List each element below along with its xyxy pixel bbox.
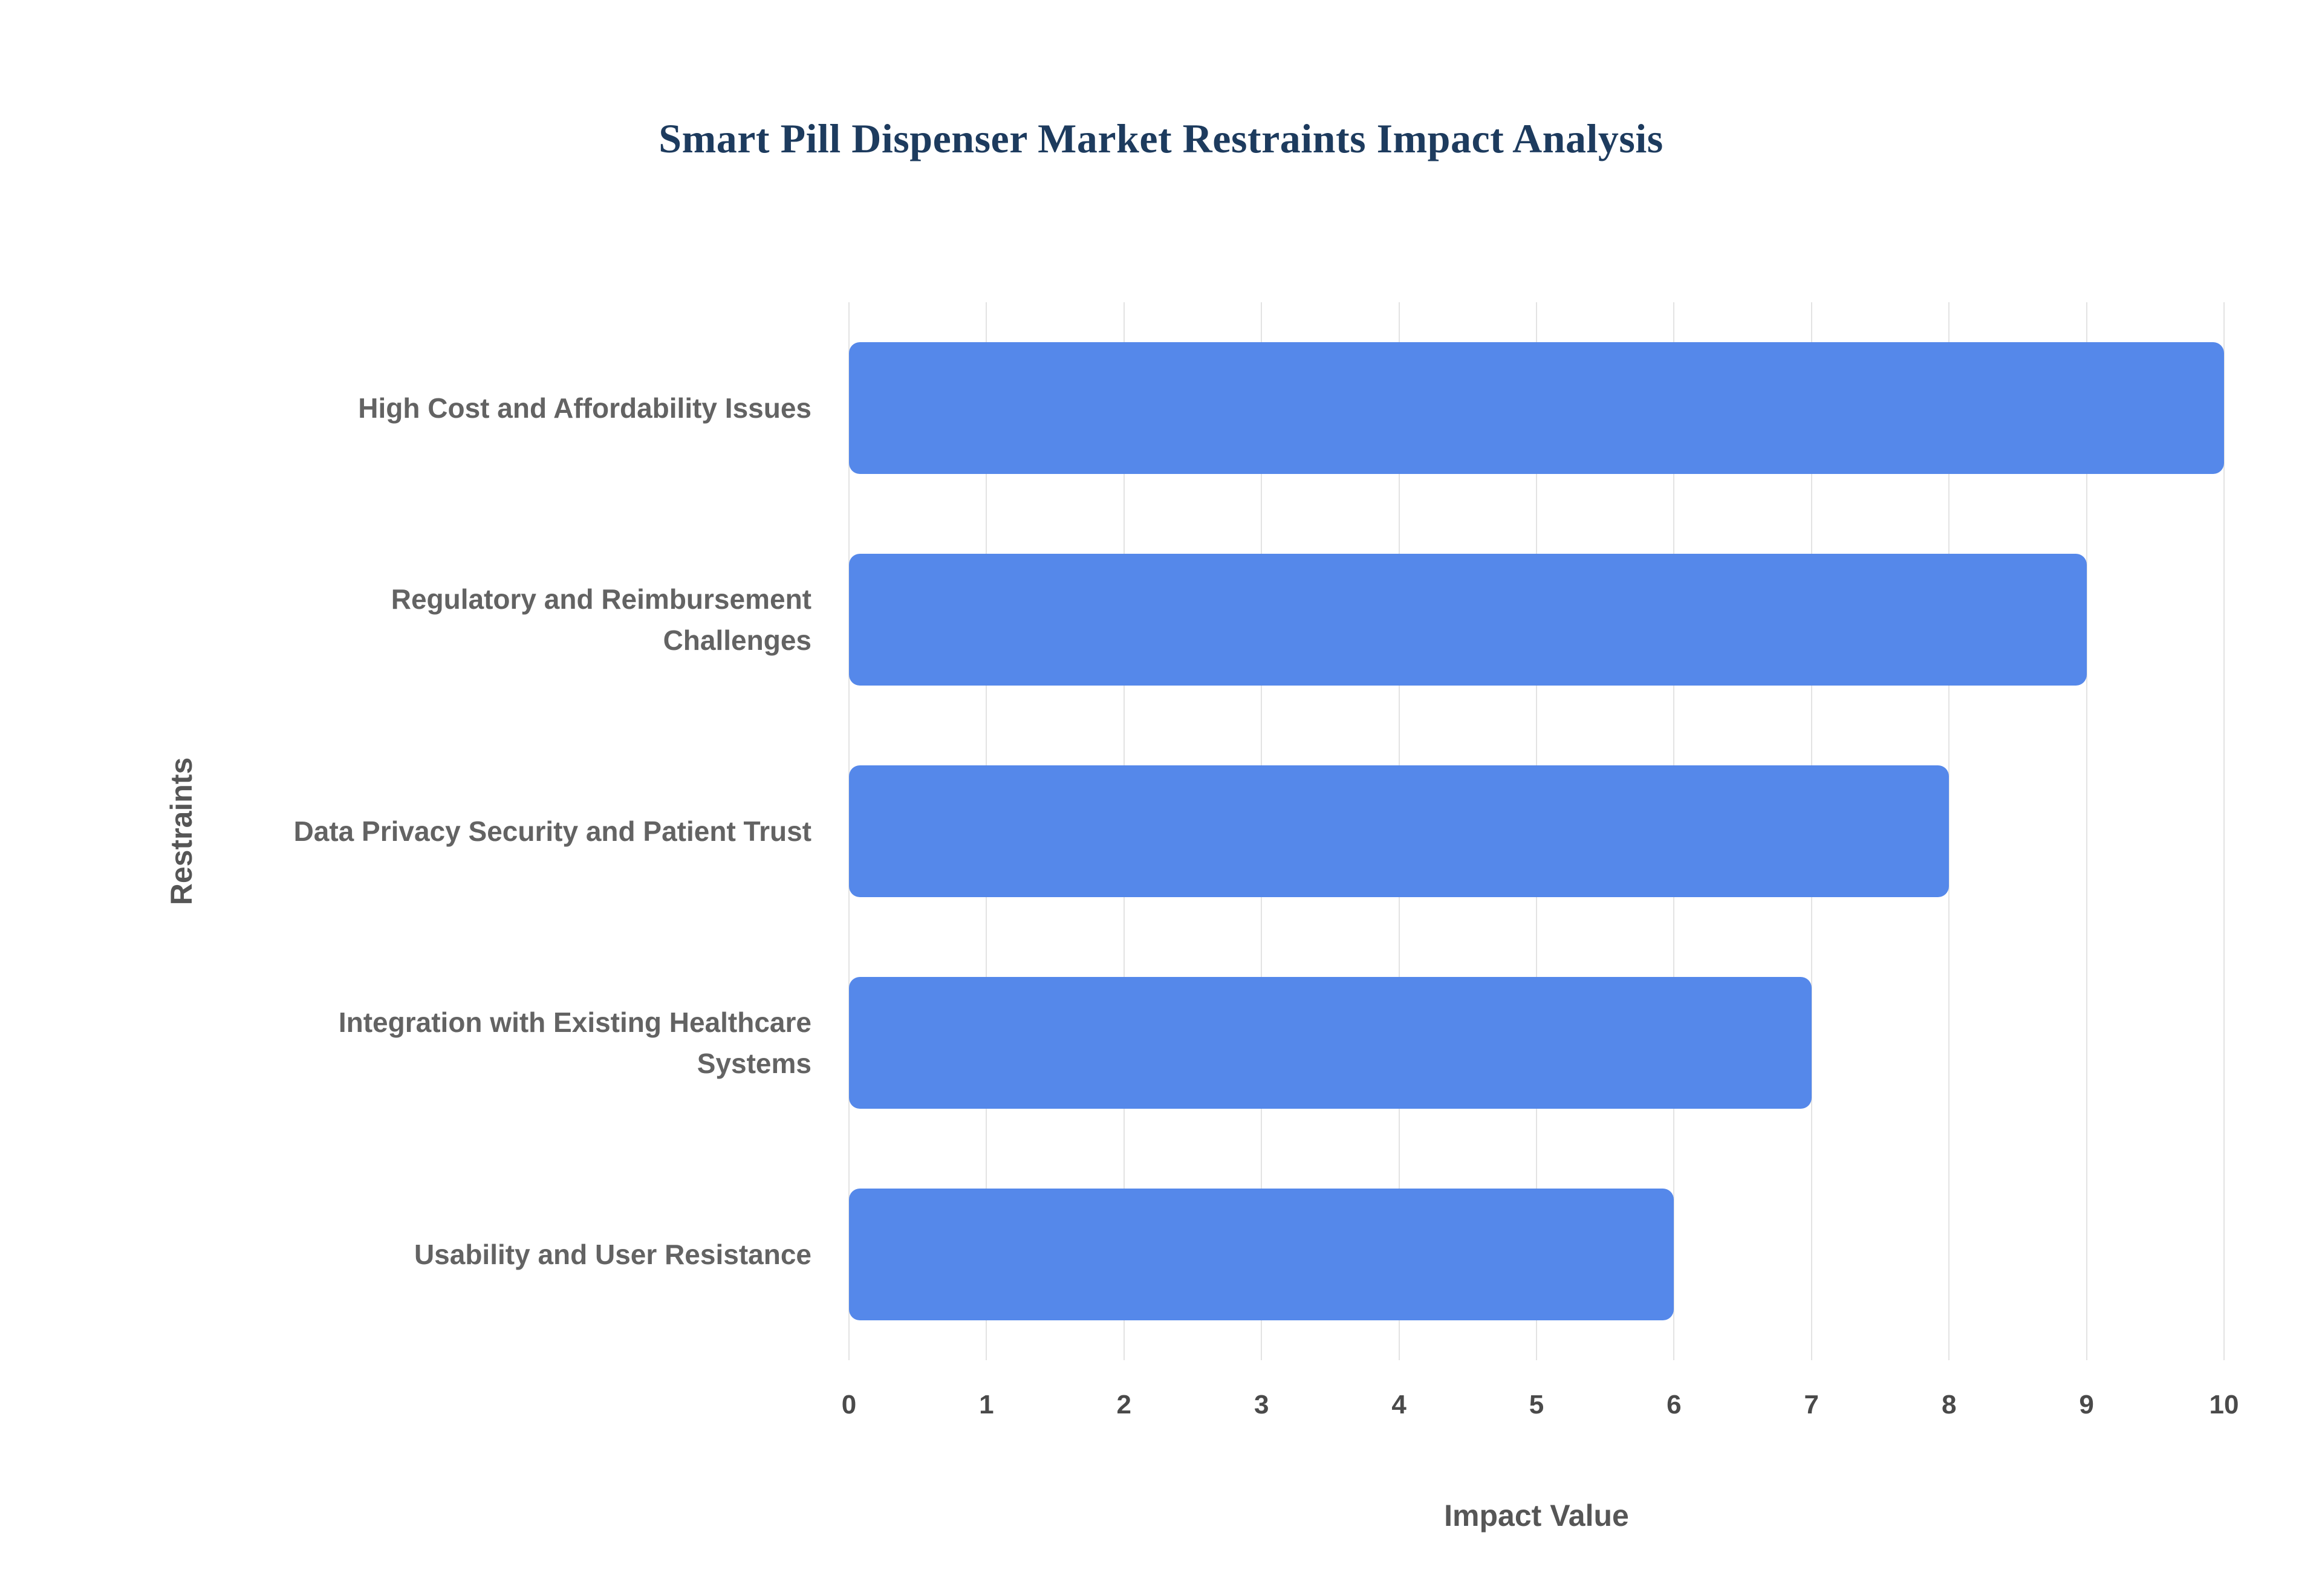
x-tick-label: 1: [979, 1390, 994, 1419]
x-tick-label: 5: [1529, 1390, 1544, 1419]
category-labels: High Cost and Affordability Issues Regula…: [260, 302, 811, 1360]
gridline: [2223, 302, 2225, 1360]
category-label: Data Privacy Security and Patient Trust: [293, 816, 811, 847]
gridline: [2086, 302, 2087, 1360]
x-axis-ticks: 0 1 2 3 4 5 6 7 8 9 10: [842, 1386, 2239, 1424]
x-tick-label: 9: [2079, 1390, 2094, 1419]
category-label: Regulatory and Reimbursement Challenges: [391, 583, 811, 656]
x-tick-label: 10: [2209, 1390, 2239, 1419]
x-tick-label: 8: [1941, 1390, 1957, 1419]
x-tick-label: 2: [1116, 1390, 1132, 1419]
bar: [849, 342, 2224, 474]
x-tick-label: 3: [1254, 1390, 1269, 1419]
x-axis-title: Impact Value: [1444, 1499, 1629, 1533]
plot-area: [848, 302, 2225, 1360]
x-tick-label: 0: [841, 1390, 857, 1419]
gridline: [1948, 302, 1950, 1360]
x-tick-label: 4: [1391, 1390, 1407, 1419]
x-tick-label: 6: [1667, 1390, 1682, 1419]
bar: [849, 554, 2087, 686]
bar: [849, 1189, 1674, 1320]
bar: [849, 977, 1812, 1109]
x-tick-label: 7: [1804, 1390, 1820, 1419]
y-axis-title: Restraints: [164, 757, 198, 906]
category-label: Usability and User Resistance: [414, 1239, 811, 1270]
category-label: Integration with Existing Healthcare Sys…: [338, 1007, 811, 1079]
chart-title: Smart Pill Dispenser Market Restraints I…: [659, 115, 1663, 161]
category-label: High Cost and Affordability Issues: [358, 392, 811, 424]
bar: [849, 765, 1950, 897]
